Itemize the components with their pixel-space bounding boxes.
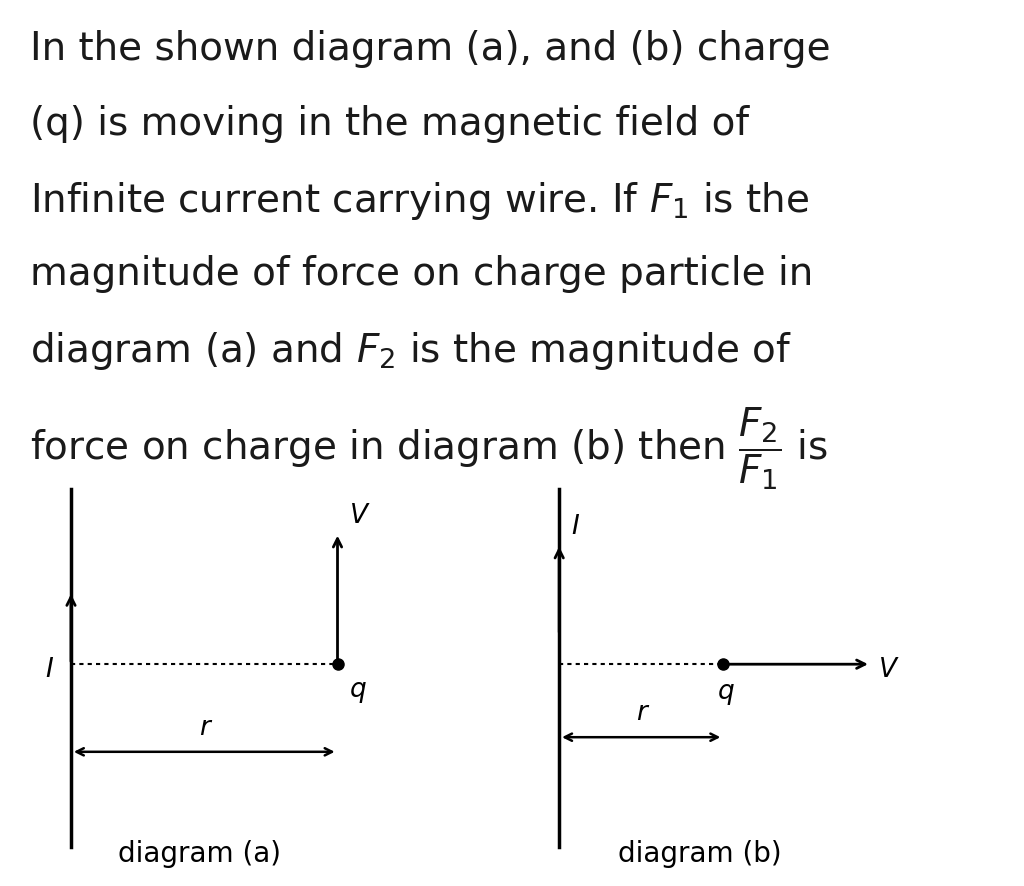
Text: q: q — [349, 676, 367, 703]
Text: r: r — [199, 714, 210, 740]
Text: V: V — [879, 657, 897, 682]
Text: q: q — [718, 679, 734, 704]
Text: I: I — [45, 657, 53, 682]
Text: magnitude of force on charge particle in: magnitude of force on charge particle in — [30, 254, 813, 292]
Text: In the shown diagram (a), and (b) charge: In the shown diagram (a), and (b) charge — [30, 30, 830, 68]
Text: Infinite current carrying wire. If $F_1$ is the: Infinite current carrying wire. If $F_1$… — [30, 180, 809, 222]
Text: V: V — [349, 502, 368, 528]
Text: diagram (b): diagram (b) — [618, 839, 781, 867]
Text: (q) is moving in the magnetic field of: (q) is moving in the magnetic field of — [30, 105, 750, 143]
Text: force on charge in diagram (b) then $\dfrac{F_2}{F_1}$ is: force on charge in diagram (b) then $\df… — [30, 405, 827, 491]
Text: diagram (a) and $F_2$ is the magnitude of: diagram (a) and $F_2$ is the magnitude o… — [30, 330, 792, 371]
Text: r: r — [636, 699, 646, 726]
Text: diagram (a): diagram (a) — [119, 839, 282, 867]
Text: I: I — [571, 513, 579, 540]
